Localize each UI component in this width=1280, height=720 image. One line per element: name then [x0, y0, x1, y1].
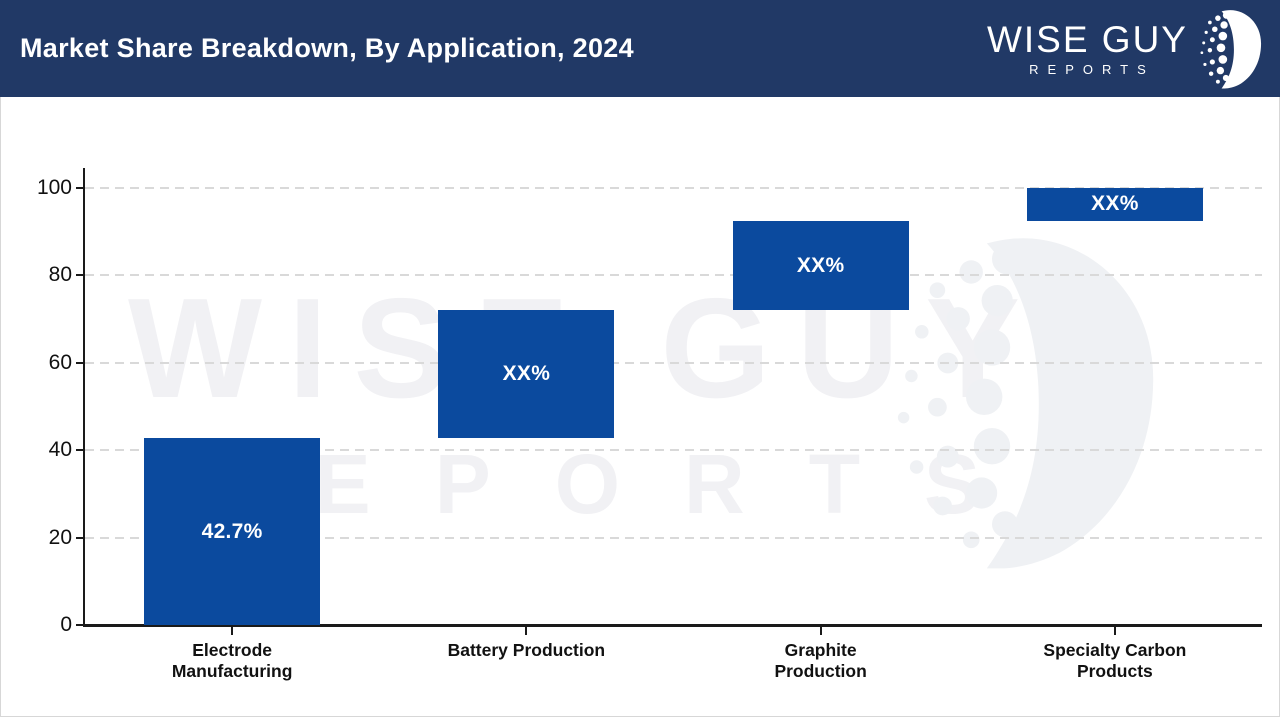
x-axis-line	[83, 624, 1262, 627]
y-axis-tick-label: 100	[36, 175, 72, 199]
y-gridline	[85, 536, 1262, 539]
bar-segment: XX%	[438, 310, 615, 439]
logo-text: WISE GUY REPORTS	[987, 21, 1188, 77]
bar-value-label: XX%	[1091, 192, 1139, 216]
x-axis-tick	[231, 627, 234, 635]
y-axis-tick-label: 20	[48, 525, 72, 549]
bar-segment: XX%	[1026, 187, 1203, 222]
y-axis-tick-label: 60	[48, 350, 72, 374]
x-axis-category-label: Electrode Manufacturing	[171, 640, 293, 682]
logo-wordmark: WISE GUY	[986, 18, 1188, 60]
y-axis-tick	[76, 449, 84, 451]
x-axis-tick	[525, 627, 528, 635]
x-axis-tick	[1113, 627, 1116, 635]
y-axis-tick	[76, 624, 84, 626]
chart-title: Market Share Breakdown, By Application, …	[20, 33, 634, 63]
y-axis-tick	[76, 274, 84, 276]
bar-segment: XX%	[732, 221, 909, 310]
y-axis-line	[83, 168, 85, 627]
wise-guy-reports-logo: WISE GUY REPORTS	[987, 7, 1280, 91]
x-axis-category-label: Specialty Carbon Products	[1043, 640, 1187, 682]
bar-value-label: XX%	[502, 362, 551, 386]
y-axis-tick-label: 80	[48, 263, 72, 286]
bar-value-label: XX%	[796, 253, 845, 277]
y-gridline	[85, 274, 1262, 276]
y-gridline	[85, 361, 1262, 364]
y-axis-tick	[76, 536, 84, 539]
y-gridline	[85, 186, 1262, 189]
y-axis-tick-label: 0	[60, 613, 72, 636]
bar-value-label: 42.7%	[201, 519, 263, 543]
y-axis-tick-label: 40	[48, 438, 72, 461]
x-axis-category-label: Graphite Production	[774, 640, 867, 682]
header: Market Share Breakdown, By Application, …	[0, 0, 1280, 97]
x-axis-tick	[819, 627, 822, 635]
y-axis-tick	[76, 186, 84, 189]
y-gridline	[85, 449, 1262, 451]
logo-face-profile-icon	[1192, 7, 1266, 91]
y-axis-tick	[76, 361, 84, 364]
logo-subtext: REPORTS	[1029, 61, 1155, 77]
bar-segment: 42.7%	[144, 438, 321, 625]
x-axis-category-label: Battery Production	[447, 640, 606, 660]
